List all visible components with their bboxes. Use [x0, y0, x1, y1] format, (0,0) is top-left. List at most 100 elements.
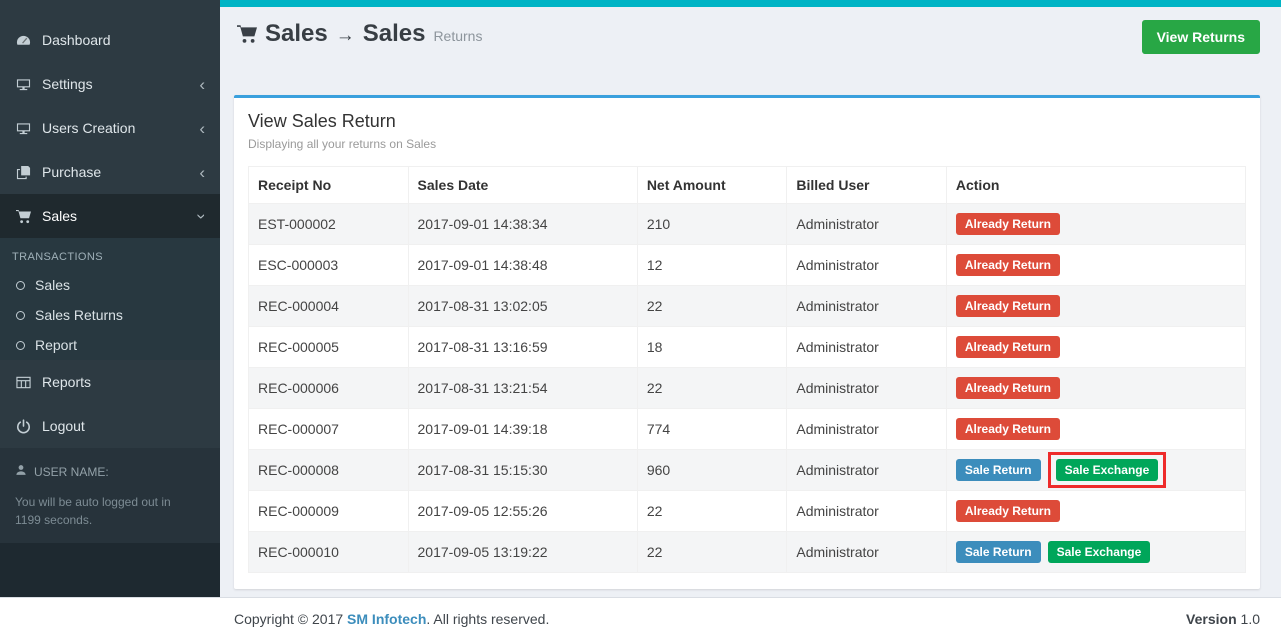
table-row: ESC-000003 2017-09-01 14:38:48 12 Administr… — [248, 244, 1247, 286]
action-cell: Sale Return Sale Exchange — [945, 531, 1247, 573]
sidebar-item-label: Logout — [42, 418, 85, 434]
sidebar-item-purchase[interactable]: Purchase ‹ — [0, 150, 220, 194]
sidebar-item-settings[interactable]: Settings ‹ — [0, 62, 220, 106]
monitor-icon — [15, 77, 32, 92]
sidebar-item-dashboard[interactable]: Dashboard — [0, 18, 220, 62]
highlight-box: Sale Exchange — [1047, 452, 1167, 489]
sale-exchange-button[interactable]: Sale Exchange — [1055, 459, 1159, 482]
user-block: USER NAME: You will be auto logged out i… — [0, 448, 220, 543]
sidebar-subitem-report[interactable]: Report — [0, 330, 220, 360]
circle-icon — [16, 340, 25, 350]
sale-exchange-button[interactable]: Sale Exchange — [1047, 541, 1151, 563]
copyright-suffix: . All rights reserved. — [426, 610, 550, 627]
breadcrumb-sub: Returns — [433, 28, 483, 44]
copyright-prefix: Copyright © 2017 — [234, 610, 344, 627]
already-return-button[interactable]: Already Return — [955, 377, 1060, 399]
table-row: REC-000006 2017-08-31 13:21:54 22 Administr… — [248, 367, 1247, 409]
sidebar-item-sales[interactable]: Sales › — [0, 194, 220, 238]
net-amount-cell: 18 — [636, 326, 788, 368]
column-header: Sales Date — [407, 166, 638, 204]
sidebar-item-label: Settings — [42, 76, 93, 92]
chevron-down-icon: › — [192, 213, 212, 219]
panel-title: View Sales Return — [248, 111, 396, 131]
sales-date-cell: 2017-09-01 14:38:48 — [407, 244, 638, 286]
sidebar-item-label: Reports — [42, 374, 92, 390]
table-icon — [15, 375, 32, 390]
receipt-no-cell: REC-000008 — [248, 449, 409, 491]
breadcrumb: Sales → Sales Returns — [237, 20, 482, 48]
already-return-button[interactable]: Already Return — [955, 295, 1060, 317]
version-text: Version 1.0 — [1186, 611, 1260, 627]
monitor-icon — [15, 121, 32, 136]
panel-header: View Sales Return Displaying all your re… — [234, 98, 1260, 161]
sale-return-button[interactable]: Sale Return — [955, 541, 1041, 563]
already-return-button[interactable]: Already Return — [955, 336, 1060, 358]
sidebar-subitem-sales[interactable]: Sales — [0, 270, 220, 300]
sales-date-cell: 2017-08-31 13:02:05 — [407, 285, 638, 327]
table-row: REC-000007 2017-09-01 14:39:18 774 Administ… — [248, 408, 1247, 450]
chevron-left-icon: ‹ — [199, 118, 205, 138]
sidebar-item-reports[interactable]: Reports — [0, 360, 220, 404]
cart-icon — [237, 24, 257, 49]
table-row: EST-000002 2017-09-01 14:38:34 210 Administ… — [248, 203, 1247, 245]
table-row: REC-000009 2017-09-05 12:55:26 22 Administr… — [248, 490, 1247, 532]
sale-return-button[interactable]: Sale Return — [955, 459, 1041, 481]
arrow-icon: → — [335, 25, 355, 46]
sidebar-item-users-creation[interactable]: Users Creation ‹ — [0, 106, 220, 150]
action-cell: Already Return — [945, 408, 1247, 450]
already-return-button[interactable]: Already Return — [955, 418, 1060, 440]
dashboard-icon — [15, 33, 32, 48]
net-amount-cell: 22 — [636, 531, 788, 573]
receipt-no-cell: REC-000005 — [248, 326, 409, 368]
billed-user-cell: Administrator — [786, 490, 947, 532]
sidebar-item-label: Dashboard — [42, 32, 111, 48]
net-amount-cell: 22 — [636, 367, 788, 409]
sales-date-cell: 2017-08-31 13:21:54 — [407, 367, 638, 409]
sales-date-cell: 2017-09-01 14:38:34 — [407, 203, 638, 245]
receipt-no-cell: REC-000006 — [248, 367, 409, 409]
action-cell: Already Return — [945, 203, 1247, 245]
action-cell: Sale Return Sale Exchange — [945, 449, 1247, 491]
subitem-label: Sales Returns — [35, 307, 123, 323]
receipt-no-cell: REC-000004 — [248, 285, 409, 327]
net-amount-cell: 210 — [636, 203, 788, 245]
sales-date-cell: 2017-09-05 12:55:26 — [407, 490, 638, 532]
billed-user-cell: Administrator — [786, 367, 947, 409]
already-return-button[interactable]: Already Return — [955, 213, 1060, 235]
already-return-button[interactable]: Already Return — [955, 254, 1060, 276]
table-row: REC-000010 2017-09-05 13:19:22 22 Administr… — [248, 531, 1247, 573]
already-return-button[interactable]: Already Return — [955, 500, 1060, 522]
chevron-left-icon: ‹ — [199, 162, 205, 182]
subitem-label: Report — [35, 337, 78, 353]
sidebar-item-label: Users Creation — [42, 120, 136, 136]
action-cell: Already Return — [945, 367, 1247, 409]
breadcrumb-page: Sales — [362, 20, 426, 47]
column-header: Action — [945, 166, 1247, 204]
page-footer: Copyright © 2017 SM Infotech. All rights… — [0, 597, 1281, 639]
breadcrumb-root[interactable]: Sales — [265, 20, 328, 47]
panel-subtitle: Displaying all your returns on Sales — [248, 137, 437, 151]
sidebar-item-label: Purchase — [42, 164, 102, 180]
user-name-label: USER NAME: — [34, 464, 109, 479]
net-amount-cell: 22 — [636, 490, 788, 532]
company-link[interactable]: SM Infotech — [347, 610, 427, 627]
net-amount-cell: 12 — [636, 244, 788, 286]
circle-icon — [16, 310, 25, 320]
transactions-header: TRANSACTIONS — [12, 251, 103, 263]
billed-user-cell: Administrator — [786, 285, 947, 327]
net-amount-cell: 960 — [636, 449, 788, 491]
receipt-no-cell: REC-000007 — [248, 408, 409, 450]
subitem-label: Sales — [35, 277, 71, 293]
receipt-no-cell: EST-000002 — [248, 203, 409, 245]
app-root: Dashboard Settings ‹ Users Creation ‹ — [0, 0, 1281, 597]
chevron-left-icon: ‹ — [199, 74, 205, 94]
version-label: Version — [1186, 610, 1237, 627]
top-accent-bar — [220, 0, 1281, 7]
sidebar: Dashboard Settings ‹ Users Creation ‹ — [0, 0, 220, 597]
billed-user-cell: Administrator — [786, 408, 947, 450]
sidebar-item-logout[interactable]: Logout — [0, 404, 220, 448]
view-returns-button[interactable]: View Returns — [1141, 20, 1260, 54]
version-value: 1.0 — [1240, 610, 1260, 627]
net-amount-cell: 22 — [636, 285, 788, 327]
sidebar-subitem-sales-returns[interactable]: Sales Returns — [0, 300, 220, 330]
